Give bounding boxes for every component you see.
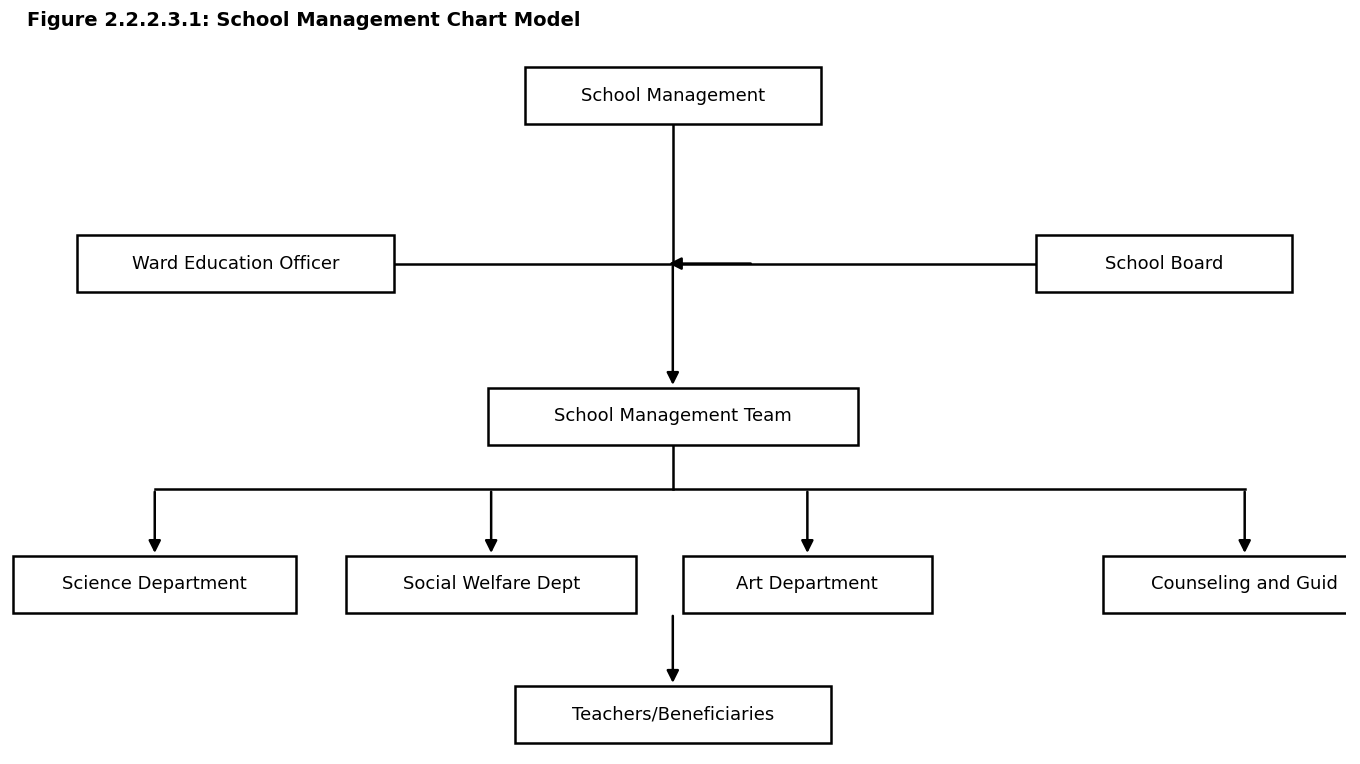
Text: Teachers/Beneficiaries: Teachers/Beneficiaries (571, 705, 774, 724)
FancyBboxPatch shape (347, 556, 636, 613)
Text: Science Department: Science Department (63, 575, 248, 594)
FancyBboxPatch shape (488, 388, 858, 445)
Text: School Board: School Board (1104, 254, 1223, 273)
FancyBboxPatch shape (1036, 235, 1292, 292)
FancyBboxPatch shape (1103, 556, 1360, 613)
Text: Figure 2.2.2.3.1: School Management Chart Model: Figure 2.2.2.3.1: School Management Char… (27, 11, 581, 31)
FancyBboxPatch shape (78, 235, 393, 292)
Text: School Management: School Management (581, 86, 764, 105)
Text: Art Department: Art Department (737, 575, 879, 594)
FancyBboxPatch shape (683, 556, 932, 613)
Text: Ward Education Officer: Ward Education Officer (132, 254, 339, 273)
Text: Social Welfare Dept: Social Welfare Dept (403, 575, 579, 594)
FancyBboxPatch shape (514, 686, 831, 743)
FancyBboxPatch shape (525, 67, 821, 125)
Text: Counseling and Guid: Counseling and Guid (1152, 575, 1338, 594)
Text: School Management Team: School Management Team (554, 407, 792, 426)
FancyBboxPatch shape (14, 556, 296, 613)
